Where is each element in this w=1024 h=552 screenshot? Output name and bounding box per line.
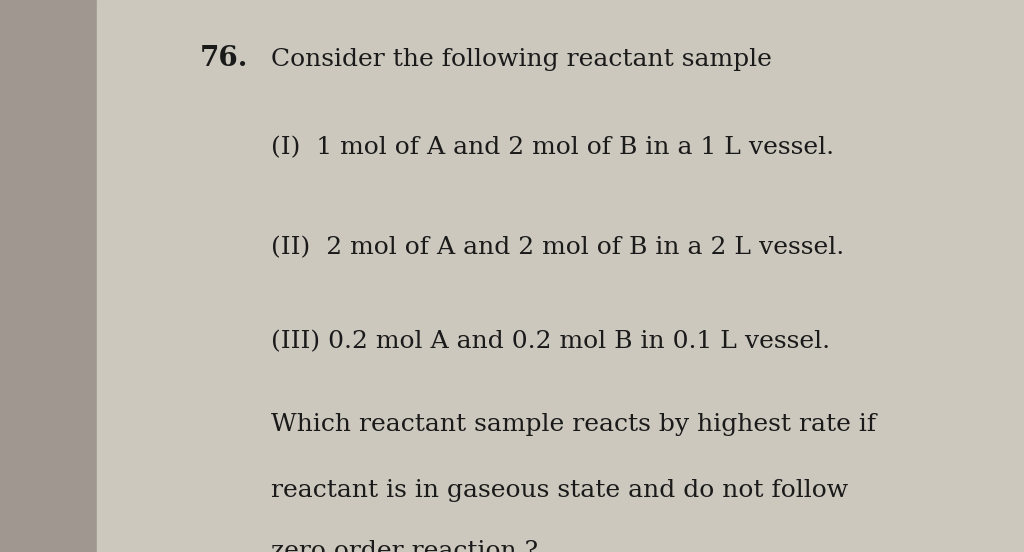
Text: 76.: 76. xyxy=(200,45,248,72)
Text: Consider the following reactant sample: Consider the following reactant sample xyxy=(271,48,772,71)
Text: (II)  2 mol of A and 2 mol of B in a 2 L vessel.: (II) 2 mol of A and 2 mol of B in a 2 L … xyxy=(271,236,845,259)
Text: reactant is in gaseous state and do not follow: reactant is in gaseous state and do not … xyxy=(271,479,849,502)
Bar xyxy=(0,0,97,552)
Text: (III) 0.2 mol A and 0.2 mol B in 0.1 L vessel.: (III) 0.2 mol A and 0.2 mol B in 0.1 L v… xyxy=(271,330,830,353)
Text: zero order reaction ?: zero order reaction ? xyxy=(271,539,539,552)
Text: Which reactant sample reacts by highest rate if: Which reactant sample reacts by highest … xyxy=(271,412,877,436)
Text: (I)  1 mol of A and 2 mol of B in a 1 L vessel.: (I) 1 mol of A and 2 mol of B in a 1 L v… xyxy=(271,136,835,160)
